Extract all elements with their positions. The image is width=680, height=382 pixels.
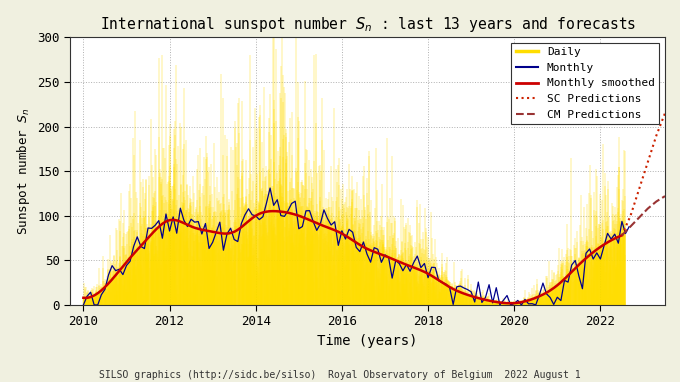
Text: SILSO graphics (http://sidc.be/silso)  Royal Observatory of Belgium  2022 August: SILSO graphics (http://sidc.be/silso) Ro… [99, 370, 581, 380]
Y-axis label: Sunspot number $S_n$: Sunspot number $S_n$ [15, 107, 32, 235]
Title: International sunspot number $S_n$ : last 13 years and forecasts: International sunspot number $S_n$ : las… [99, 15, 636, 34]
X-axis label: Time (years): Time (years) [318, 334, 418, 348]
Legend: Daily, Monthly, Monthly smoothed, SC Predictions, CM Predictions: Daily, Monthly, Monthly smoothed, SC Pre… [511, 43, 660, 124]
